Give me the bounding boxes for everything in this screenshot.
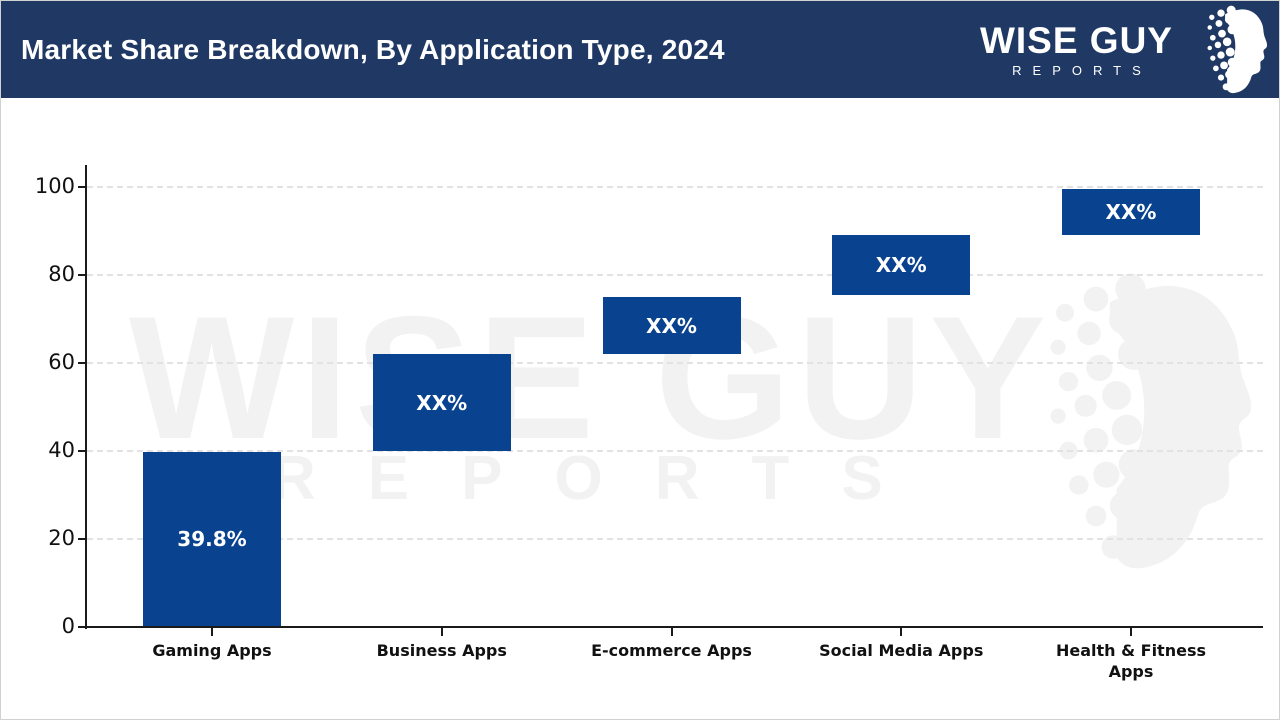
waterfall-chart: WISE GUY REPORTS 0 20 40 60 80 100 39.8% Gaming… — [1, 98, 1279, 719]
bar-2: XX% — [602, 297, 741, 355]
bar-0: 39.8% — [143, 451, 281, 627]
bar-value-label: XX% — [646, 313, 697, 338]
x-category-label: Social Media Apps — [819, 641, 984, 660]
bar-4: XX% — [1062, 189, 1200, 236]
y-tick-label: 60 — [48, 350, 75, 374]
y-tick-label: 20 — [48, 526, 75, 550]
wise-guy-logo: WISE GUY REPORTS — [980, 4, 1267, 96]
x-category-label: Gaming Apps — [152, 641, 272, 660]
gridline-100 — [87, 186, 1263, 188]
watermark-wordmark: WISE GUY — [129, 281, 1053, 476]
y-tick-label: 100 — [34, 174, 75, 198]
x-tick — [670, 628, 673, 636]
page-title: Market Share Breakdown, By Application T… — [21, 33, 725, 65]
y-tick — [78, 362, 86, 364]
logo-name: WISE GUY — [979, 19, 1173, 61]
x-category-label: Business Apps — [376, 641, 507, 660]
y-tick-label: 80 — [48, 262, 75, 286]
dotted-face-profile-icon — [1207, 5, 1267, 93]
x-tick — [211, 628, 213, 636]
watermark-tagline: REPORTS — [271, 444, 935, 513]
x-tick — [1130, 628, 1132, 636]
gridline-20 — [87, 538, 1263, 540]
x-category-label: Health & Fitness Apps — [1055, 641, 1206, 681]
bar-value-label: XX% — [1105, 200, 1157, 225]
y-tick — [78, 538, 86, 540]
y-axis-line — [85, 165, 87, 629]
x-category-label: E-commerce Apps — [591, 641, 752, 660]
y-tick-label: 40 — [48, 438, 75, 462]
y-tick — [78, 450, 86, 452]
y-tick — [78, 186, 86, 188]
bar-value-label: XX% — [875, 253, 927, 278]
header: Market Share Breakdown, By Application T… — [1, 1, 1279, 98]
bar-1: XX% — [372, 354, 511, 451]
watermark-face-icon — [1050, 273, 1251, 569]
y-tick — [78, 274, 86, 276]
x-tick — [440, 628, 443, 636]
y-tick-label: 0 — [61, 614, 75, 638]
gridline-80 — [87, 274, 1263, 276]
gridline-60 — [87, 362, 1263, 364]
bar-value-label: XX% — [416, 390, 468, 415]
x-tick — [900, 628, 903, 636]
gridline-40 — [87, 450, 1263, 452]
bar-3: XX% — [832, 235, 971, 295]
logo-tagline: REPORTS — [1012, 62, 1152, 78]
x-axis-line — [87, 626, 1263, 628]
logo-wordmark: WISE GUY REPORTS — [980, 22, 1173, 78]
y-tick — [78, 626, 86, 628]
bar-value-label: 39.8% — [177, 527, 247, 552]
